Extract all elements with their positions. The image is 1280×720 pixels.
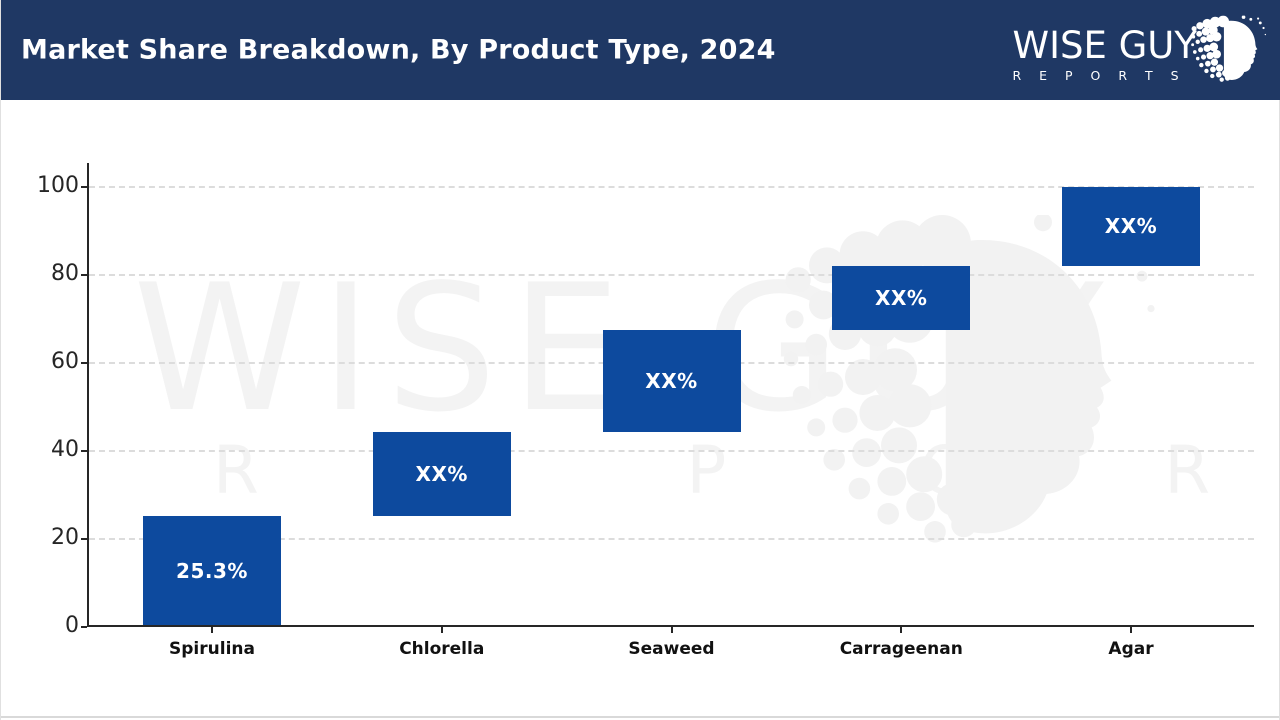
y-tick-label: 0 xyxy=(65,613,79,638)
y-gridline xyxy=(89,450,1254,452)
y-tick-label: 20 xyxy=(51,525,79,550)
x-tick xyxy=(900,627,903,633)
x-axis-line xyxy=(87,625,1254,627)
wise-guy-logo: WISE GUY R E P O R T S xyxy=(1009,6,1269,96)
bar-value-label: XX% xyxy=(645,368,698,393)
x-category-label: Agar xyxy=(1108,639,1154,659)
bar-segment: 25.3% xyxy=(143,515,281,627)
bar-value-label: XX% xyxy=(1104,214,1158,239)
bar-segment: XX% xyxy=(832,265,971,330)
y-tick xyxy=(81,626,87,628)
x-tick xyxy=(211,627,213,633)
x-tick xyxy=(1130,627,1132,633)
x-category-label: Spirulina xyxy=(169,639,255,659)
header-bar: Market Share Breakdown, By Product Type,… xyxy=(1,0,1280,100)
bottom-border xyxy=(1,716,1279,718)
bar-segment: XX% xyxy=(1062,187,1200,266)
y-tick xyxy=(81,538,87,540)
y-tick xyxy=(81,362,87,364)
y-tick xyxy=(81,186,87,188)
bar-value-label: XX% xyxy=(875,285,928,310)
bar-value-label: XX% xyxy=(415,461,468,486)
bar-value-label: 25.3% xyxy=(176,559,248,584)
y-tick-label: 40 xyxy=(51,437,79,462)
chart-title: Market Share Breakdown, By Product Type,… xyxy=(21,34,776,66)
bar-segment: XX% xyxy=(602,330,741,432)
y-axis-line xyxy=(87,163,89,627)
y-tick xyxy=(81,450,87,452)
y-gridline xyxy=(89,274,1254,276)
logo-wordmark: WISE GUY xyxy=(1012,24,1197,67)
x-category-label: Carrageenan xyxy=(839,639,963,659)
x-tick xyxy=(440,627,443,633)
y-tick-label: 100 xyxy=(37,173,79,198)
x-tick xyxy=(670,627,673,633)
y-tick-label: 80 xyxy=(51,261,79,286)
y-gridline xyxy=(89,186,1254,188)
y-gridline xyxy=(89,538,1254,540)
y-tick-label: 60 xyxy=(51,349,79,374)
bar-segment: XX% xyxy=(372,431,511,516)
x-category-label: Chlorella xyxy=(399,639,485,659)
y-tick xyxy=(81,274,87,276)
x-category-label: Seaweed xyxy=(628,639,715,659)
logo-subtitle: R E P O R T S xyxy=(1012,68,1186,83)
